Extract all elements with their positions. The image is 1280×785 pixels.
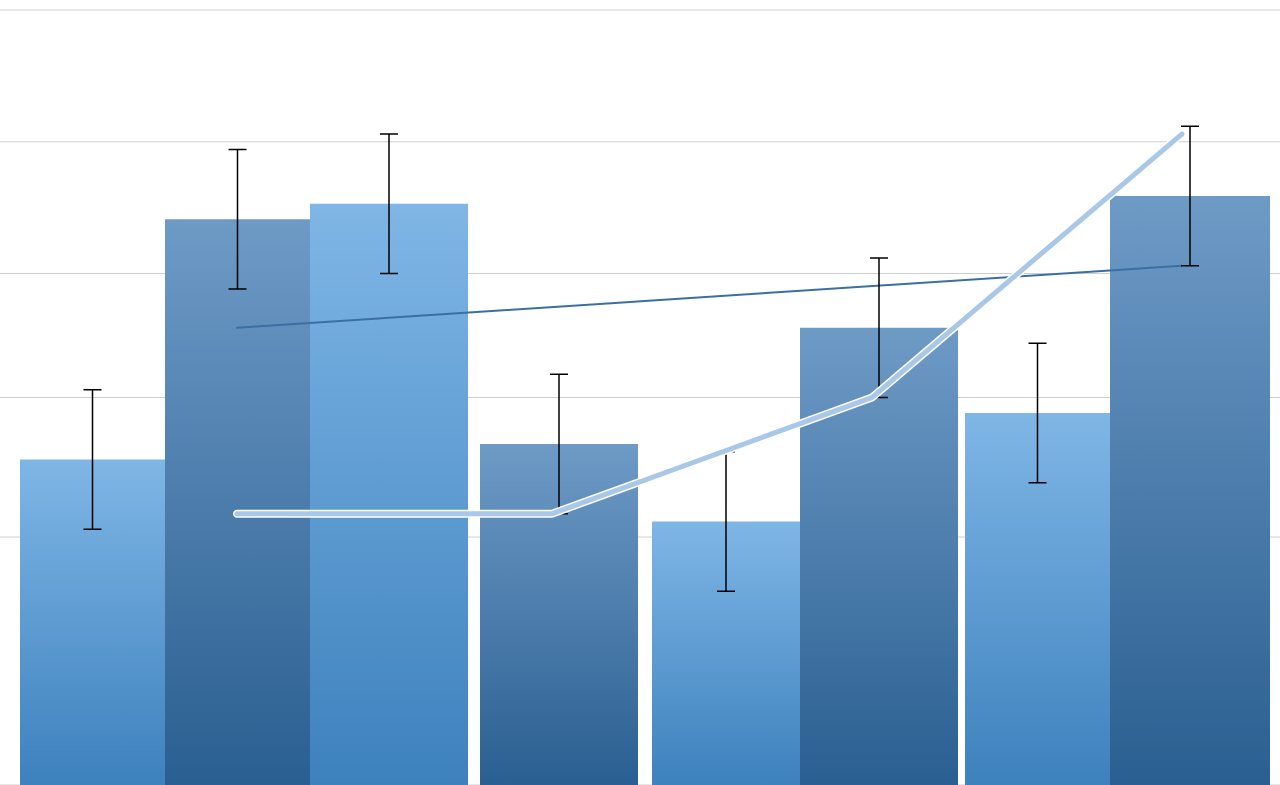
combo-chart: [0, 0, 1280, 785]
bar-series-b-3: [1110, 196, 1270, 785]
bar-series-a-1: [310, 204, 468, 785]
bar-series-b-0: [165, 219, 310, 785]
chart-svg: [0, 0, 1280, 785]
